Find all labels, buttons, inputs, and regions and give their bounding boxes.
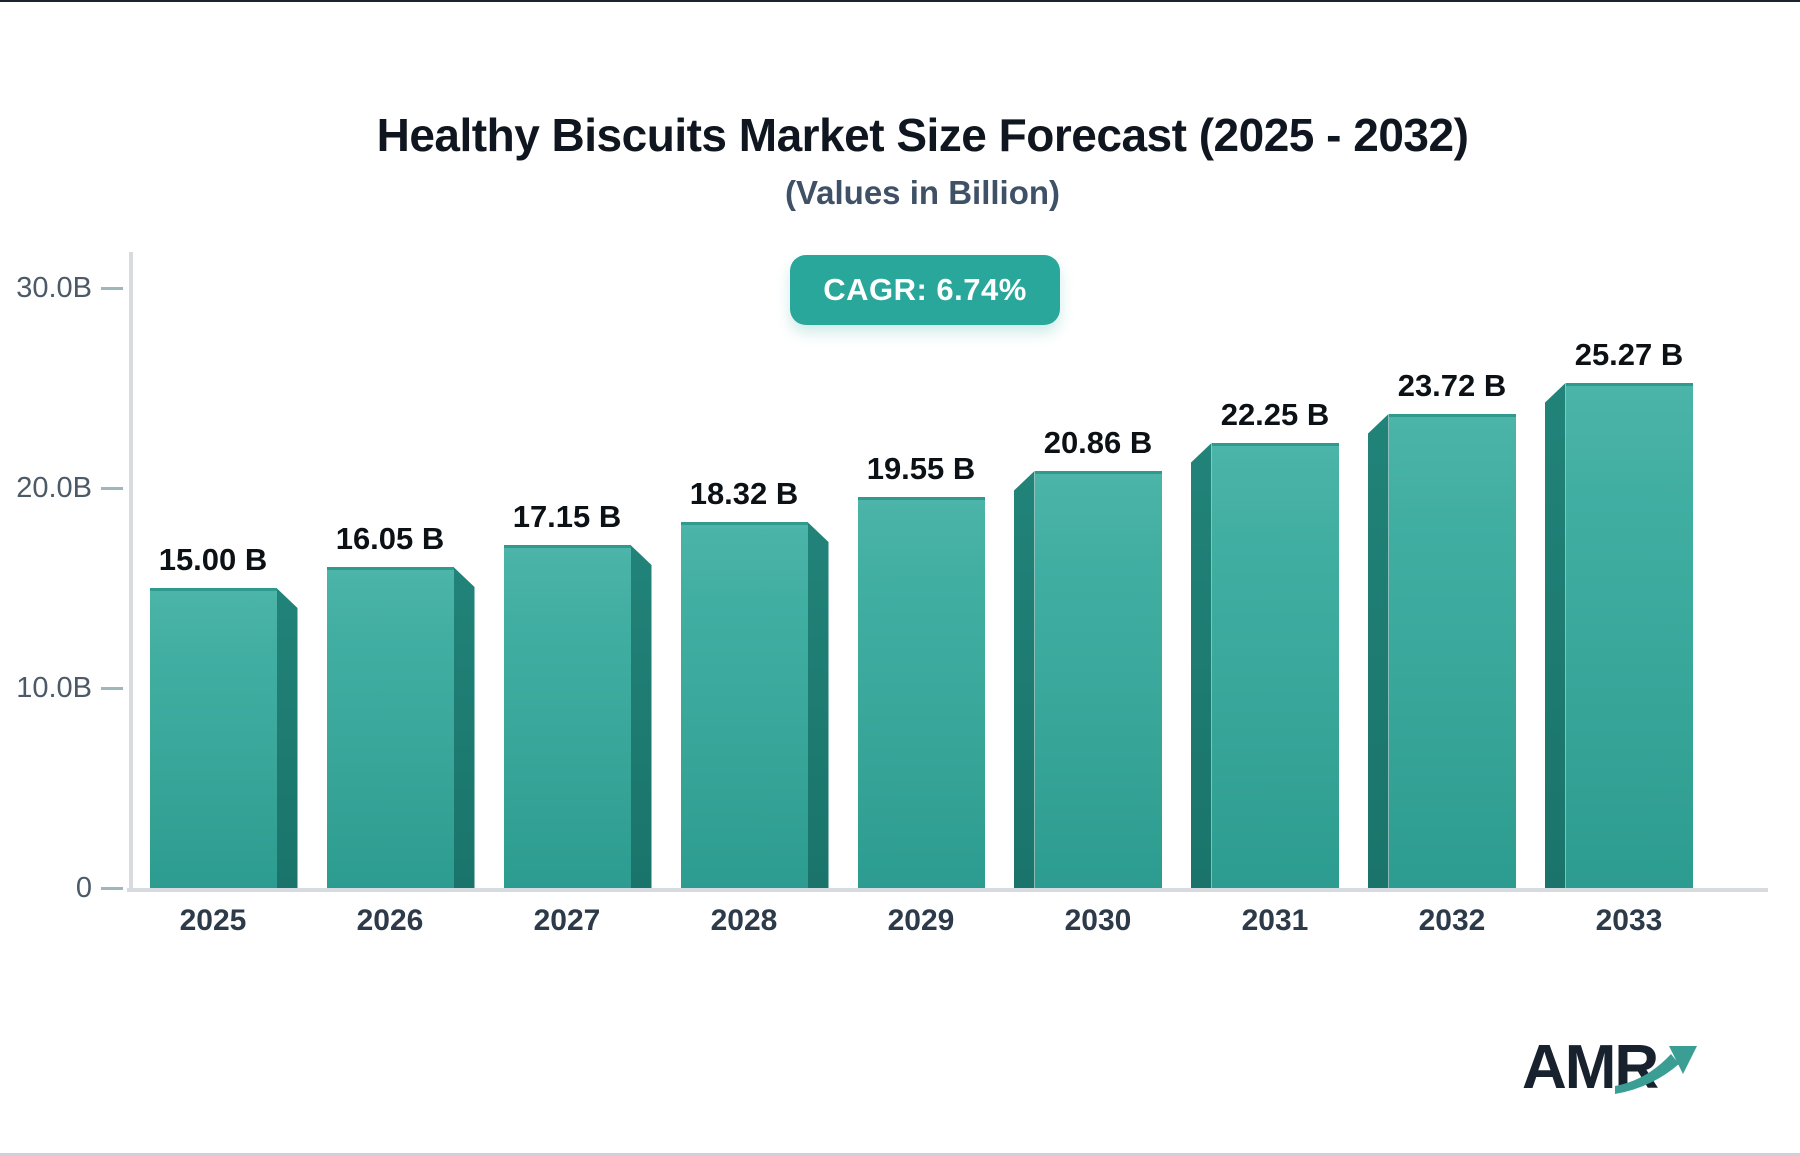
bar-front-face <box>857 497 985 888</box>
bar-value-label: 17.15 B <box>512 499 622 534</box>
x-axis-label-2027: 2027 <box>533 904 601 937</box>
x-axis-line <box>127 888 1768 892</box>
bar-side-face <box>276 588 298 888</box>
y-axis-tick-mark <box>101 687 123 690</box>
y-axis-tick-label: 20.0B <box>16 472 92 504</box>
logo-text: AMR <box>1522 1033 1659 1102</box>
bar-value-label: 18.32 B <box>689 476 799 511</box>
bar-value-label: 15.00 B <box>158 542 268 577</box>
bar-value-label: 19.55 B <box>866 451 976 486</box>
bar-value-label: 23.72 B <box>1397 368 1507 403</box>
cagr-badge: CAGR: 6.74% <box>790 255 1060 325</box>
chart-subtitle: (Values in Billion) <box>784 174 1061 211</box>
bar-2032 <box>1367 414 1516 888</box>
bar-side-face <box>1190 443 1212 888</box>
bar-side-face <box>807 522 829 888</box>
y-axis-tick-mark <box>101 287 123 290</box>
x-axis-label-2028: 2028 <box>710 904 778 937</box>
bar-value-label: 16.05 B <box>335 521 445 556</box>
x-axis-label-2025: 2025 <box>179 904 247 937</box>
bar-2029 <box>857 497 985 888</box>
bar-front-face <box>1388 414 1516 888</box>
x-axis-label-2032: 2032 <box>1418 904 1486 937</box>
y-axis-tick-label: 30.0B <box>16 272 92 304</box>
bar-side-face <box>1544 383 1566 888</box>
bar-front-face <box>1211 443 1339 888</box>
y-axis-line <box>129 252 133 892</box>
bar-2031 <box>1190 443 1339 888</box>
bar-2026 <box>326 567 475 888</box>
logo-arrow-icon <box>1615 1046 1697 1094</box>
bar-front-face <box>149 588 277 888</box>
x-axis-label-2026: 2026 <box>356 904 424 937</box>
x-axis-label-2030: 2030 <box>1064 904 1132 937</box>
bar-2028 <box>680 522 829 888</box>
bar-value-label: 25.27 B <box>1574 337 1684 372</box>
x-axis-label-2029: 2029 <box>887 904 955 937</box>
x-axis-label-2031: 2031 <box>1241 904 1309 937</box>
y-axis-tick-label: 10.0B <box>16 672 92 704</box>
bar-front-face <box>1034 471 1162 888</box>
bar-front-face <box>1565 383 1693 888</box>
x-axis-label-2033: 2033 <box>1595 904 1663 937</box>
bar-front-face <box>680 522 808 888</box>
y-axis-tick-mark <box>101 487 123 490</box>
bar-2027 <box>503 545 652 888</box>
amr-logo: AMR <box>1522 1032 1722 1112</box>
bar-front-face <box>326 567 454 888</box>
bar-2033 <box>1544 383 1693 888</box>
bar-2030 <box>1013 471 1162 888</box>
y-axis-tick-label: 0 <box>75 872 92 904</box>
y-axis-tick-mark <box>101 887 123 890</box>
bar-side-face <box>1367 414 1389 888</box>
bar-side-face <box>630 545 652 888</box>
bar-value-label: 22.25 B <box>1220 397 1330 432</box>
bar-side-face <box>453 567 475 888</box>
chart-title: Healthy Biscuits Market Size Forecast (2… <box>376 109 1469 161</box>
bar-value-label: 20.86 B <box>1043 425 1153 460</box>
bar-2025 <box>149 588 298 888</box>
bar-side-face <box>1013 471 1035 888</box>
cagr-badge-label: CAGR: 6.74% <box>823 272 1027 307</box>
bar-front-face <box>503 545 631 888</box>
